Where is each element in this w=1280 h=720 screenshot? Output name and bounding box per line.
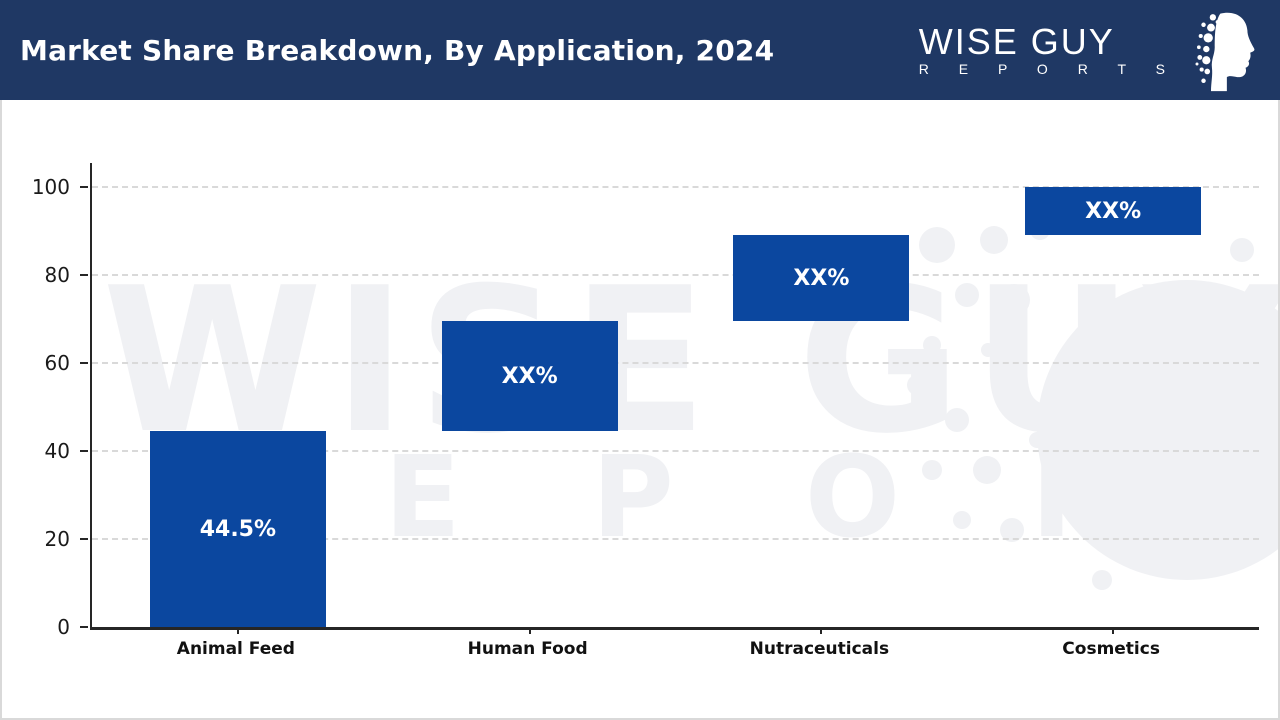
- logo-text: WISE GUY R E P O R T S: [918, 20, 1178, 78]
- header-bar: Market Share Breakdown, By Application, …: [0, 0, 1280, 100]
- wise-guy-reports-logo: WISE GUY R E P O R T S: [919, 8, 1266, 92]
- y-axis-tick-label: 0: [57, 615, 70, 639]
- plot-area: 44.5% XX% XX% XX%: [90, 163, 1259, 634]
- gridline: [92, 362, 1259, 364]
- y-axis-tick: [80, 626, 88, 628]
- x-axis-category-label: Animal Feed: [176, 639, 295, 659]
- y-axis-tick-label: 40: [44, 439, 70, 463]
- y-axis-tick: [80, 274, 88, 276]
- gridline: [92, 538, 1259, 540]
- bar: XX%: [441, 321, 618, 432]
- y-axis-tick-label: 20: [44, 527, 70, 551]
- bar-value-label: XX%: [501, 363, 558, 389]
- bar-value-label: XX%: [793, 265, 850, 291]
- y-axis-tick: [80, 362, 88, 364]
- bar: XX%: [1025, 187, 1202, 236]
- wise-guy-head-icon: [1195, 12, 1255, 92]
- x-axis-category-label: Cosmetics: [1062, 639, 1160, 659]
- x-axis-tick: [236, 627, 239, 634]
- y-axis-tick-label: 60: [44, 351, 70, 375]
- x-axis: Animal Feed Human Food Nutraceuticals Cosme…: [90, 635, 1257, 675]
- page-title: Market Share Breakdown, By Application, …: [20, 33, 775, 67]
- gridline: [92, 274, 1259, 276]
- x-axis-tick: [820, 627, 823, 634]
- gridline: [92, 185, 1259, 188]
- y-axis-tick: [80, 450, 88, 452]
- logo-subtitle: R E P O R T S: [918, 61, 1178, 78]
- bar: 44.5%: [149, 431, 326, 627]
- y-axis-tick-label: 80: [44, 263, 70, 287]
- x-axis-tick: [1112, 627, 1115, 634]
- y-axis: 0 20 40 60 80 100: [2, 163, 90, 639]
- bar-value-label: 44.5%: [199, 516, 277, 542]
- y-axis-tick: [80, 538, 88, 540]
- gridline: [92, 450, 1259, 452]
- x-axis-tick: [528, 627, 531, 634]
- x-axis-category-label: Human Food: [467, 639, 588, 659]
- y-axis-tick: [80, 185, 88, 188]
- x-axis-category-label: Nutraceuticals: [749, 639, 890, 659]
- chart-area: WISE GUY R E P O R T S 44.5%XX%XX%XX% 02…: [0, 100, 1280, 720]
- logo-wordmark: WISE GUY: [918, 20, 1115, 62]
- bar: XX%: [733, 235, 910, 322]
- y-axis-tick-label: 100: [31, 174, 70, 199]
- bar-value-label: XX%: [1085, 198, 1142, 224]
